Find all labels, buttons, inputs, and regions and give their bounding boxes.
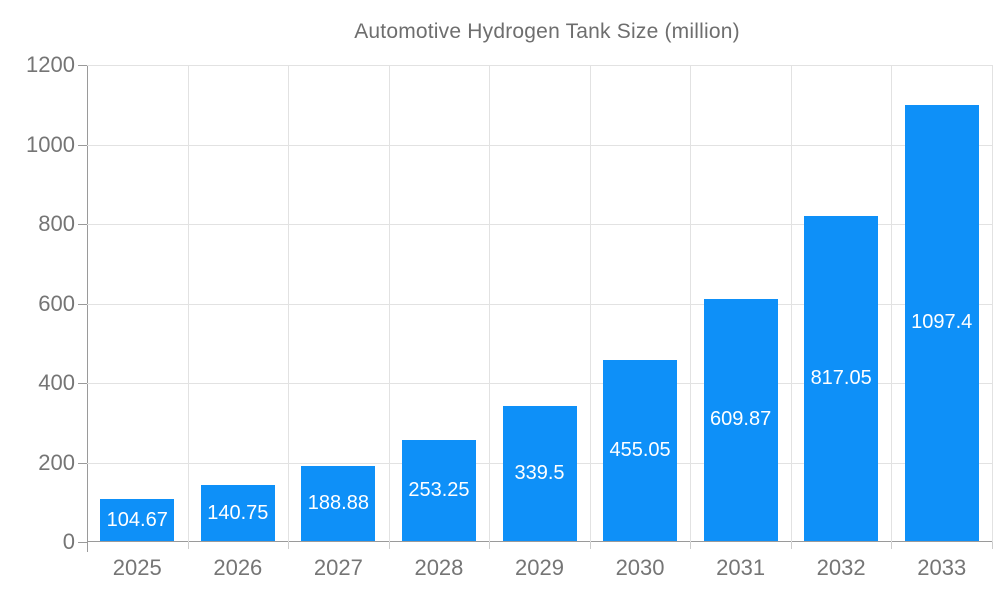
x-axis-tick [992, 542, 993, 549]
bar-2031[interactable]: 609.87 [703, 298, 778, 541]
x-axis-tick-label: 2031 [716, 555, 766, 580]
gridline-vertical [790, 65, 792, 542]
gridline-horizontal [87, 224, 992, 225]
x-axis-tick [690, 542, 692, 549]
bar-2032[interactable]: 817.05 [804, 216, 879, 541]
bar-value-label: 609.87 [710, 408, 772, 431]
gridline-vertical [690, 65, 692, 542]
bar-value-label: 817.05 [810, 367, 872, 390]
y-axis-tick [78, 542, 87, 543]
y-axis-tick-label: 1200 [26, 52, 75, 77]
bar-value-label: 1097.4 [911, 311, 973, 334]
y-axis-tick-label: 600 [38, 290, 75, 316]
bar-value-label: 104.67 [106, 508, 168, 531]
bar-value-label: 140.75 [207, 501, 269, 524]
bar-2025[interactable]: 104.67 [100, 499, 175, 541]
bar-value-label: 188.88 [307, 491, 369, 514]
bar-value-label: 339.5 [514, 462, 565, 485]
bar-2026[interactable]: 140.75 [200, 485, 275, 541]
y-axis-tick-label: 1000 [26, 131, 75, 157]
bar-2027[interactable]: 188.88 [301, 465, 376, 541]
x-axis-tick-label: 2029 [515, 555, 564, 580]
gridline-vertical [288, 65, 290, 542]
x-axis-line [87, 541, 992, 542]
y-axis-tick-label: 200 [38, 449, 75, 475]
gridline-vertical [589, 65, 591, 542]
x-axis-tick-label: 2030 [615, 555, 665, 580]
y-axis-tick-label: 800 [38, 211, 75, 236]
y-axis-tick [78, 224, 87, 225]
x-axis-tick-label: 2027 [313, 555, 363, 580]
gridline-vertical [187, 65, 189, 542]
x-axis-tick [790, 542, 792, 549]
gridline-vertical [891, 65, 893, 542]
bar-2029[interactable]: 339.5 [502, 406, 577, 541]
legend-swatch [260, 19, 338, 44]
gridline-horizontal [87, 144, 992, 146]
gridline-vertical [388, 65, 390, 542]
bar-2030[interactable]: 455.05 [603, 360, 678, 541]
gridline-vertical [489, 65, 491, 542]
bar-value-label: 253.25 [408, 479, 470, 502]
y-axis-tick [78, 462, 87, 464]
y-axis-tick [78, 383, 87, 384]
y-axis-tick-label: 0 [62, 529, 75, 554]
x-axis-tick-label: 2033 [917, 555, 967, 580]
bar-value-label: 455.05 [609, 439, 671, 462]
x-axis-tick [288, 542, 290, 549]
chart-legend[interactable]: Automotive Hydrogen Tank Size (million) [0, 19, 1000, 44]
y-axis-tick [78, 303, 87, 305]
gridline-horizontal [87, 303, 992, 305]
x-axis-tick [589, 542, 591, 549]
y-axis-tick [78, 65, 87, 66]
gridline-horizontal [87, 383, 992, 384]
x-axis-tick [187, 542, 189, 549]
legend-label: Automotive Hydrogen Tank Size (million) [354, 19, 740, 43]
x-axis-tick-label: 2025 [112, 555, 162, 580]
y-axis-tick-label: 400 [38, 370, 75, 395]
x-axis-tick-label: 2026 [213, 555, 263, 580]
gridline-vertical [992, 65, 993, 542]
x-axis-tick [489, 542, 491, 549]
x-axis-tick [388, 542, 390, 549]
y-axis-line [87, 65, 88, 552]
x-axis-tick [891, 542, 893, 549]
gridline-horizontal [87, 65, 992, 66]
bar-2033[interactable]: 1097.4 [904, 104, 979, 541]
plot-area: 104.67 140.75 188.88 253.25 339.5 455.05 609.8… [78, 65, 993, 552]
x-axis-tick-label: 2032 [816, 555, 866, 580]
y-axis-tick [78, 144, 87, 146]
x-axis-tick-label: 2028 [414, 555, 464, 580]
bar-2028[interactable]: 253.25 [401, 440, 476, 541]
